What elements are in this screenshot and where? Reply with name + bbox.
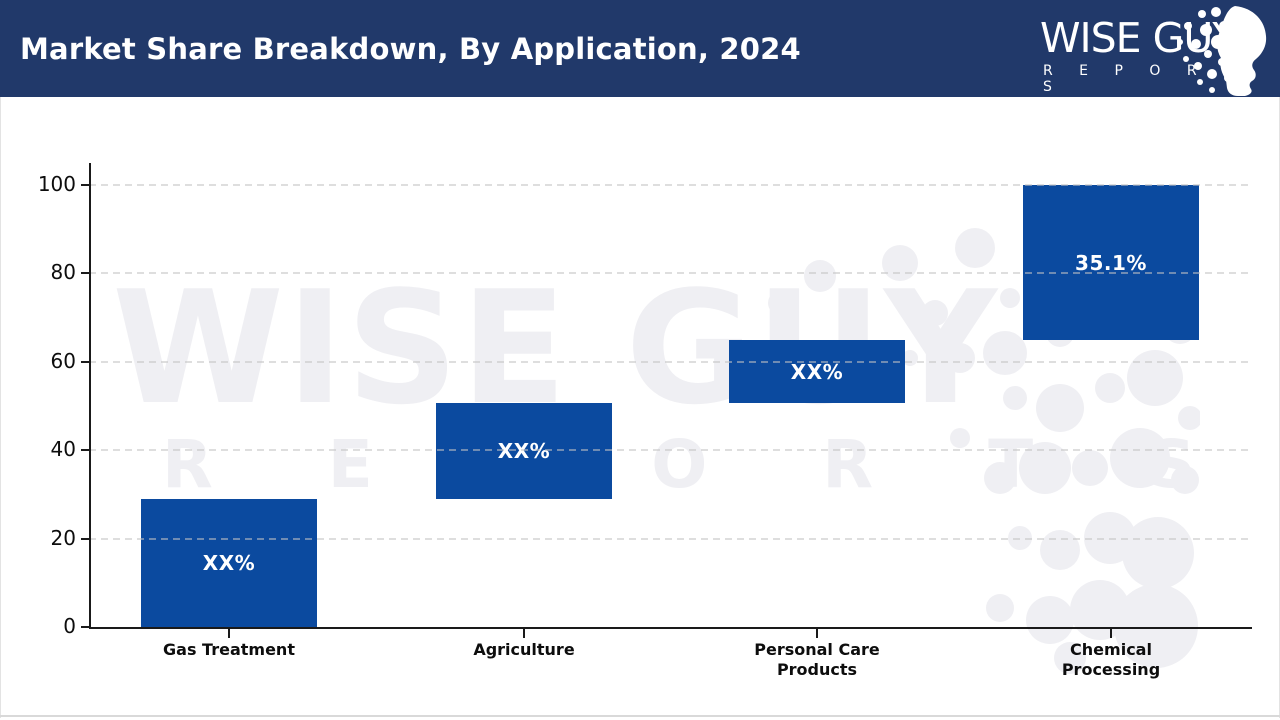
x-axis-category-label: Chemical Processing <box>1061 640 1161 679</box>
brand-face-icon <box>1177 6 1267 96</box>
y-axis-tick <box>81 184 89 186</box>
x-axis-line <box>89 627 1252 629</box>
gridline <box>89 184 1252 186</box>
bar-segment: XX% <box>729 340 905 403</box>
y-axis-tick <box>81 449 89 452</box>
y-axis-tick-label: 100 <box>37 172 76 196</box>
y-axis-tick <box>81 360 89 363</box>
x-axis-tick <box>1110 629 1112 638</box>
gridline <box>89 360 1252 363</box>
bar-value-label: XX% <box>790 359 844 384</box>
x-axis-category-label: Gas Treatment <box>163 640 295 659</box>
brand-subname: R E P O R T S <box>1043 63 1243 95</box>
gridline <box>89 449 1252 452</box>
y-axis-tick-label: 80 <box>50 260 76 285</box>
y-axis-tick-label: 0 <box>63 614 76 638</box>
y-axis-tick-label: 40 <box>50 437 76 462</box>
y-axis-tick <box>81 272 89 275</box>
x-axis-tick <box>228 629 230 638</box>
y-axis-tick <box>81 537 89 540</box>
y-axis-tick-label: 20 <box>50 525 76 550</box>
y-axis-tick-label: 60 <box>50 348 76 373</box>
brand-logo: WISE GUY R E P O R T S <box>1012 0 1272 97</box>
gridline <box>89 537 1252 540</box>
x-axis-category-label: Personal Care Products <box>754 640 880 679</box>
y-axis-line <box>89 163 91 629</box>
bar-segment: XX% <box>141 498 317 627</box>
page-title: Market Share Breakdown, By Application, … <box>20 31 801 66</box>
x-axis-tick <box>523 629 525 638</box>
bottom-divider <box>0 715 1280 717</box>
x-axis-category-label: Agriculture <box>473 640 575 659</box>
bar-value-label: 35.1% <box>1075 250 1147 275</box>
bar-value-label: XX% <box>202 550 256 575</box>
y-axis-tick <box>81 626 89 628</box>
gridline <box>89 272 1252 275</box>
bar-segment: 35.1% <box>1023 185 1199 341</box>
header-bar: Market Share Breakdown, By Application, … <box>0 0 1280 97</box>
x-axis-tick <box>816 629 818 638</box>
